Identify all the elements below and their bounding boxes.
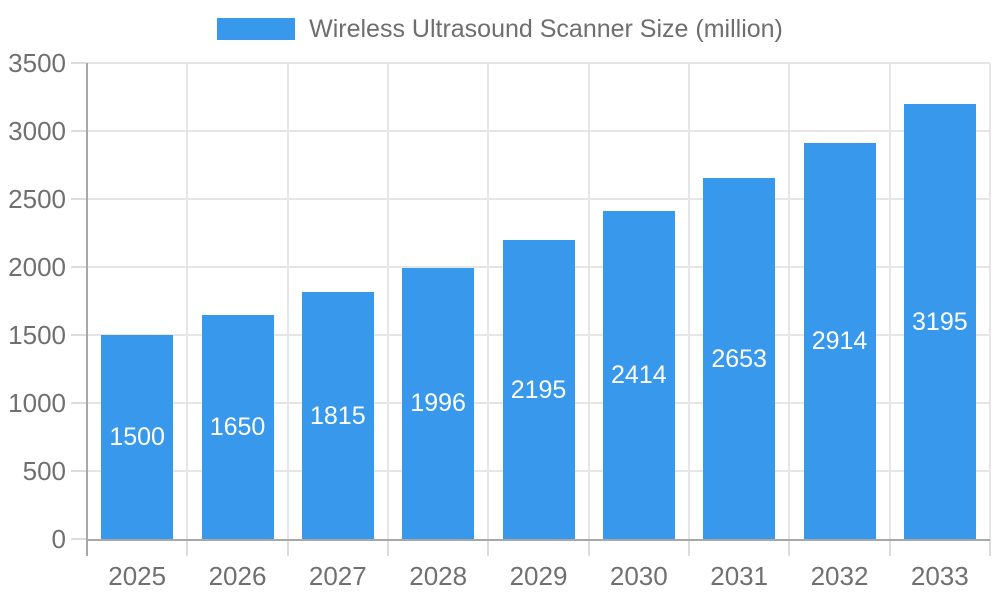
- legend-swatch[interactable]: [217, 18, 296, 40]
- x-axis-label: 2028: [409, 561, 468, 591]
- x-gridline: [286, 63, 289, 539]
- y-axis-tick: [71, 402, 87, 404]
- x-gridline: [888, 63, 891, 539]
- x-axis-tick: [989, 539, 991, 556]
- y-axis-label: 3500: [8, 48, 66, 78]
- y-axis-tick: [71, 130, 87, 132]
- bar[interactable]: 3195: [903, 104, 976, 539]
- y-gridline: [87, 130, 990, 132]
- y-axis-tick: [71, 62, 87, 64]
- bar-value-label: 1650: [209, 412, 266, 441]
- x-gridline: [688, 63, 690, 539]
- y-axis-label: 2000: [8, 252, 66, 282]
- bar-value-label: 2653: [711, 344, 767, 373]
- x-axis-label: 2033: [910, 561, 969, 591]
- x-gridline: [387, 63, 389, 539]
- y-axis-label: 3000: [8, 116, 66, 146]
- x-gridline: [487, 63, 490, 539]
- bar[interactable]: 2914: [803, 142, 876, 539]
- x-axis-label: 2031: [710, 561, 769, 591]
- x-axis-label: 2029: [509, 561, 568, 591]
- y-axis-tick: [71, 538, 87, 540]
- x-axis-tick: [186, 539, 189, 556]
- bar[interactable]: 2414: [602, 210, 675, 539]
- x-axis-tick: [788, 539, 791, 556]
- x-axis-tick: [587, 539, 590, 556]
- x-axis-label: 2030: [609, 561, 668, 591]
- y-axis-label: 2500: [8, 184, 66, 214]
- y-gridline: [87, 62, 990, 64]
- y-gridline: [87, 198, 990, 200]
- x-axis-label: 2026: [208, 561, 267, 591]
- legend-label[interactable]: Wireless Ultrasound Scanner Size (millio…: [309, 15, 783, 43]
- y-axis-tick: [71, 334, 87, 336]
- x-gridline: [587, 63, 590, 539]
- x-axis-label: 2025: [108, 561, 167, 591]
- bar-value-label: 2195: [510, 375, 567, 404]
- x-axis-tick: [387, 539, 389, 556]
- bar-value-label: 1996: [410, 389, 466, 418]
- y-axis-tick: [71, 266, 87, 268]
- bar-value-label: 1815: [310, 401, 366, 430]
- y-axis-line: [86, 63, 88, 556]
- y-axis-tick: [71, 198, 87, 200]
- x-axis-tick: [487, 539, 490, 556]
- y-axis-label: 1000: [8, 388, 66, 418]
- x-gridline: [186, 63, 189, 539]
- bar-value-label: 3195: [912, 307, 968, 336]
- x-axis-label: 2032: [810, 561, 869, 591]
- x-gridline: [989, 63, 991, 539]
- bar-value-label: 2414: [611, 360, 667, 389]
- bar[interactable]: 1500: [101, 335, 174, 539]
- bar-value-label: 2914: [811, 326, 868, 355]
- x-axis-tick: [688, 539, 690, 556]
- y-axis-tick: [71, 470, 87, 472]
- bar[interactable]: 2653: [703, 178, 776, 539]
- y-axis-label: 500: [22, 456, 66, 486]
- bar[interactable]: 2195: [502, 240, 575, 539]
- bar[interactable]: 1996: [402, 267, 475, 539]
- x-gridline: [788, 63, 791, 539]
- x-axis-tick: [286, 539, 289, 556]
- bar-value-label: 1500: [109, 423, 165, 451]
- x-axis-line: [86, 539, 990, 541]
- x-axis-label: 2027: [308, 561, 367, 591]
- bar[interactable]: 1650: [201, 314, 274, 539]
- chart-legend: Wireless Ultrasound Scanner Size (millio…: [0, 14, 1000, 44]
- y-axis-label: 1500: [8, 320, 66, 350]
- y-axis-label: 0: [51, 524, 66, 554]
- x-axis-tick: [888, 539, 891, 556]
- bar[interactable]: 1815: [301, 292, 374, 539]
